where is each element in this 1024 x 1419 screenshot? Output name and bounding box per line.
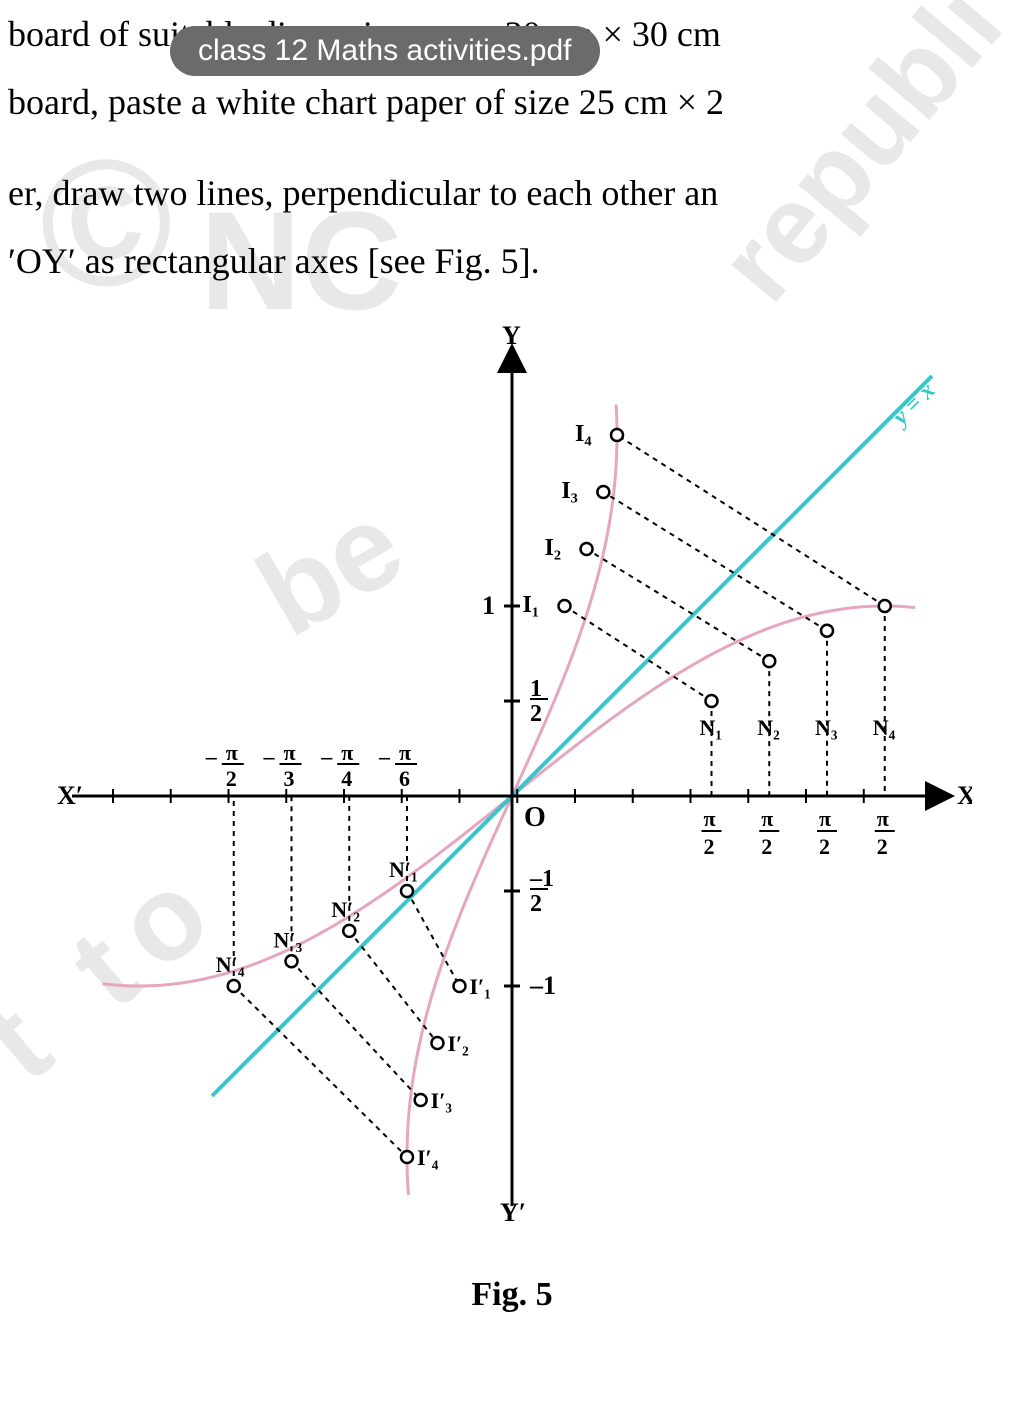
svg-text:π: π bbox=[877, 806, 889, 831]
svg-text:N′₄: N′₄ bbox=[216, 952, 245, 977]
figure-5-diagram: y = xXX′YY′O112–12–1π2π2π2π2–π6–π4–π3–π2… bbox=[52, 326, 972, 1266]
svg-text:2: 2 bbox=[877, 834, 888, 859]
svg-text:4: 4 bbox=[341, 766, 352, 791]
svg-text:I′₄: I′₄ bbox=[417, 1145, 439, 1170]
svg-text:2: 2 bbox=[704, 834, 715, 859]
body-text-line4: ′OY′ as rectangular axes [see Fig. 5]. bbox=[8, 227, 1016, 295]
svg-text:X′: X′ bbox=[57, 781, 83, 810]
svg-text:Y′: Y′ bbox=[500, 1198, 526, 1226]
svg-text:π: π bbox=[284, 740, 296, 765]
svg-text:π: π bbox=[704, 806, 716, 831]
svg-text:2: 2 bbox=[530, 891, 542, 917]
svg-text:N′₁: N′₁ bbox=[389, 857, 418, 882]
svg-text:–: – bbox=[205, 744, 218, 769]
svg-text:3: 3 bbox=[284, 766, 295, 791]
svg-text:–: – bbox=[378, 744, 391, 769]
svg-text:O: O bbox=[524, 802, 546, 833]
figure-caption: Fig. 5 bbox=[0, 1276, 1024, 1314]
svg-text:I′₃: I′₃ bbox=[431, 1088, 453, 1113]
svg-text:N₁: N₁ bbox=[700, 715, 722, 740]
svg-text:π: π bbox=[399, 740, 411, 765]
svg-text:I₂: I₂ bbox=[545, 535, 562, 561]
body-text-line3: er, draw two lines, perpendicular to eac… bbox=[8, 159, 1016, 227]
svg-text:I₃: I₃ bbox=[561, 478, 578, 504]
svg-text:Y: Y bbox=[502, 326, 521, 350]
svg-text:y = x: y = x bbox=[886, 377, 941, 432]
svg-text:1: 1 bbox=[482, 591, 495, 620]
svg-text:–1: –1 bbox=[529, 971, 556, 1000]
svg-text:π: π bbox=[819, 806, 831, 831]
svg-text:π: π bbox=[761, 806, 773, 831]
svg-text:2: 2 bbox=[819, 834, 830, 859]
svg-text:–: – bbox=[320, 744, 333, 769]
svg-text:π: π bbox=[226, 740, 238, 765]
svg-text:2: 2 bbox=[761, 834, 772, 859]
svg-text:π: π bbox=[341, 740, 353, 765]
svg-text:2: 2 bbox=[226, 766, 237, 791]
svg-text:2: 2 bbox=[530, 701, 542, 727]
svg-text:N′₂: N′₂ bbox=[331, 896, 360, 921]
svg-text:N₄: N₄ bbox=[873, 715, 896, 740]
svg-text:I′₁: I′₁ bbox=[470, 974, 491, 999]
svg-text:I₁: I₁ bbox=[523, 592, 540, 618]
svg-text:X: X bbox=[957, 781, 972, 810]
svg-text:N′₃: N′₃ bbox=[274, 927, 303, 952]
svg-text:6: 6 bbox=[399, 766, 410, 791]
svg-text:N₃: N₃ bbox=[815, 715, 838, 740]
svg-text:N₂: N₂ bbox=[757, 715, 780, 740]
document-title-pill: class 12 Maths activities.pdf bbox=[170, 26, 600, 76]
body-text-line2: board, paste a white chart paper of size… bbox=[8, 68, 1016, 136]
svg-text:–: – bbox=[263, 744, 276, 769]
svg-text:I′₂: I′₂ bbox=[447, 1031, 469, 1056]
svg-text:I₄: I₄ bbox=[575, 421, 592, 447]
